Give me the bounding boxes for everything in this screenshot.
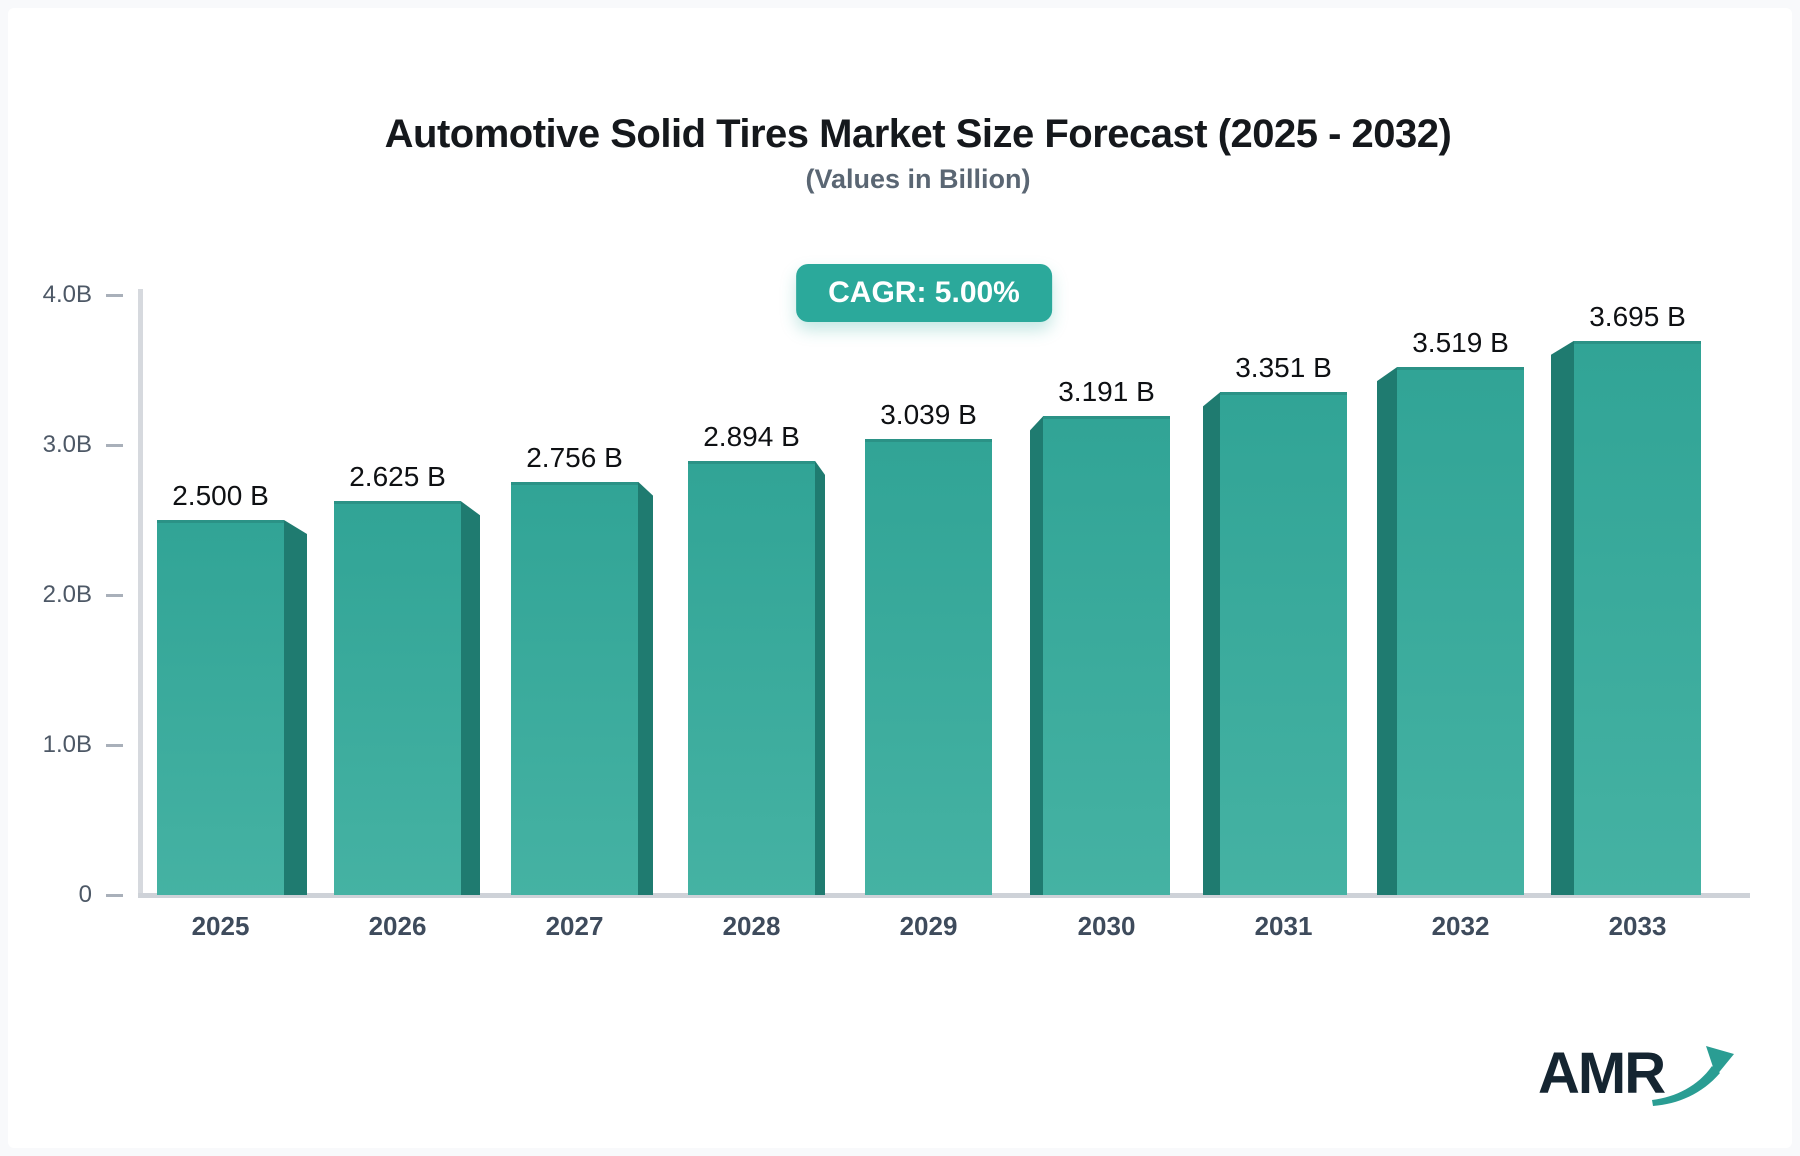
bar-2032 xyxy=(1397,367,1524,895)
x-axis-label-2030: 2030 xyxy=(1077,911,1136,941)
y-tick-label: 1.0B xyxy=(42,731,92,758)
bar-side-face-2026 xyxy=(461,501,480,895)
bar-value-label-2032: 3.519 B xyxy=(1412,327,1509,359)
y-tick-label: 0 xyxy=(78,881,92,908)
bar-value-label-2033: 3.695 B xyxy=(1589,300,1686,332)
bar-side-face-2032 xyxy=(1377,367,1397,895)
bar-2030 xyxy=(1043,416,1170,895)
growth-arrow-icon xyxy=(1652,1046,1734,1106)
x-axis-line xyxy=(138,893,1750,898)
x-axis-label-2026: 2026 xyxy=(368,911,427,941)
y-tick-mark xyxy=(106,594,123,597)
bar-side-face-2028 xyxy=(815,460,825,895)
y-tick-mark xyxy=(106,894,123,897)
cagr-badge: CAGR: 5.00% xyxy=(796,264,1052,322)
amr-logo-text: AMR xyxy=(1538,1041,1666,1106)
bar-side-face-2030 xyxy=(1030,416,1043,895)
bar-value-label-2027: 2.756 B xyxy=(526,441,623,473)
bar-value-label-2025: 2.500 B xyxy=(172,480,269,511)
x-axis-label-2027: 2027 xyxy=(545,911,604,941)
bar-value-label-2026: 2.625 B xyxy=(349,461,446,493)
bar-side-face-2025 xyxy=(284,520,307,895)
y-tick-mark xyxy=(106,294,123,297)
y-tick-label: 2.0B xyxy=(42,581,92,608)
bar-side-face-2027 xyxy=(638,481,653,895)
x-axis-label-2031: 2031 xyxy=(1254,911,1313,941)
chart-title: Automotive Solid Tires Market Size Forec… xyxy=(384,112,1452,156)
bar-value-label-2029: 3.039 B xyxy=(880,399,977,431)
y-tick-mark xyxy=(106,744,123,747)
chart-card: Automotive Solid Tires Market Size Forec… xyxy=(8,8,1792,1148)
bar-chart-plot: 4.0B 3.0B 2.0B 1.0B 0 2.500 B 2025 2.625 B 2026 2… xyxy=(8,8,1800,1156)
y-axis-line xyxy=(138,289,143,898)
bar-2028 xyxy=(688,460,815,895)
bar-2031 xyxy=(1220,392,1347,895)
bar-side-face-2031 xyxy=(1203,392,1220,895)
amr-logo: AMR xyxy=(1538,1040,1738,1120)
x-axis-label-2033: 2033 xyxy=(1608,911,1667,941)
bar-value-label-2031: 3.351 B xyxy=(1235,352,1332,384)
bar-value-label-2028: 2.894 B xyxy=(703,420,800,452)
bar-2025 xyxy=(157,520,284,895)
x-axis-label-2028: 2028 xyxy=(722,911,781,941)
bar-side-face-2033 xyxy=(1551,340,1574,895)
bar-2033 xyxy=(1574,340,1701,895)
bar-value-label-2030: 3.191 B xyxy=(1058,376,1155,408)
y-tick-label: 4.0B xyxy=(42,281,92,308)
x-axis-label-2032: 2032 xyxy=(1431,911,1490,941)
bar-2029 xyxy=(865,439,992,895)
y-tick-label: 3.0B xyxy=(42,431,92,458)
chart-subtitle: (Values in Billion) xyxy=(805,164,1031,194)
x-axis-label-2025: 2025 xyxy=(191,911,250,941)
bar-2027 xyxy=(511,481,638,895)
y-tick-mark xyxy=(106,444,123,447)
bar-2026 xyxy=(334,501,461,895)
x-axis-label-2029: 2029 xyxy=(899,911,958,941)
